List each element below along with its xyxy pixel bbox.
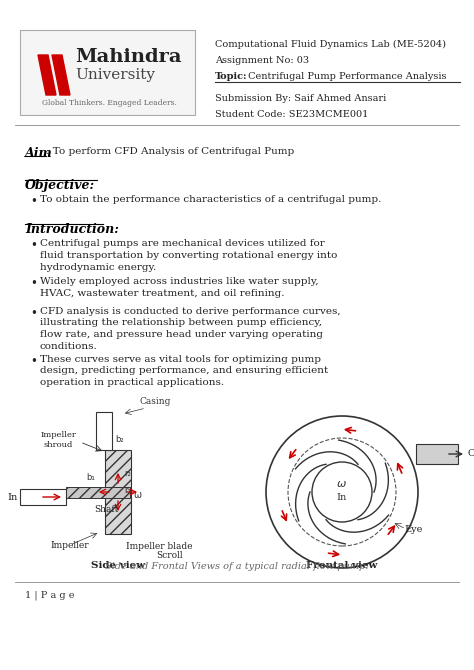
Polygon shape	[38, 55, 56, 95]
Bar	[20, 489, 66, 505]
Text: Side view: Side view	[91, 561, 145, 570]
Text: Submission By: Saif Ahmed Ansari: Submission By: Saif Ahmed Ansari	[215, 94, 386, 103]
Text: Objective:: Objective:	[25, 179, 95, 192]
Text: b₂: b₂	[115, 435, 124, 444]
Text: Student Code: SE23MCME001: Student Code: SE23MCME001	[215, 110, 368, 119]
Text: •: •	[30, 195, 37, 208]
Text: Assignment No: 03: Assignment No: 03	[215, 56, 309, 65]
Polygon shape	[52, 55, 70, 95]
Text: Eye: Eye	[404, 525, 422, 534]
Text: Computational Fluid Dynamics Lab (ME-5204): Computational Fluid Dynamics Lab (ME-520…	[215, 40, 446, 49]
Text: Global Thinkers. Engaged Leaders.: Global Thinkers. Engaged Leaders.	[42, 99, 177, 107]
Text: •: •	[30, 239, 37, 252]
Text: To obtain the performance characteristics of a centrifugal pump.: To obtain the performance characteristic…	[40, 195, 382, 204]
Bar	[416, 444, 458, 464]
Text: In: In	[8, 492, 18, 502]
Text: Impeller
shroud: Impeller shroud	[40, 431, 76, 449]
Text: r₂: r₂	[124, 469, 131, 478]
Text: : To perform CFD Analysis of Centrifugal Pump: : To perform CFD Analysis of Centrifugal…	[46, 147, 294, 156]
Text: CFD analysis is conducted to derive performance curves,
illustrating the relatio: CFD analysis is conducted to derive perf…	[40, 306, 341, 351]
Text: In: In	[337, 494, 347, 502]
FancyBboxPatch shape	[20, 30, 195, 115]
Text: Widely employed across industries like water supply,
HVAC, wastewater treatment,: Widely employed across industries like w…	[40, 277, 319, 298]
Text: •: •	[30, 354, 37, 368]
Text: University: University	[75, 68, 155, 82]
Text: Out: Out	[468, 450, 474, 458]
Bar	[105, 450, 131, 534]
Text: r₁: r₁	[124, 486, 131, 495]
Bar	[66, 487, 130, 498]
Text: •: •	[30, 277, 37, 291]
Text: Centrifugal pumps are mechanical devices utilized for
fluid transportation by co: Centrifugal pumps are mechanical devices…	[40, 239, 337, 271]
Text: ω: ω	[133, 490, 141, 500]
Text: Centrifugal Pump Performance Analysis: Centrifugal Pump Performance Analysis	[245, 72, 447, 81]
Text: Mahindra: Mahindra	[75, 48, 182, 66]
Text: Impeller: Impeller	[50, 541, 89, 550]
Text: 1 | P a g e: 1 | P a g e	[25, 590, 74, 600]
Bar	[96, 412, 112, 450]
Text: Shaft: Shaft	[94, 505, 118, 514]
Text: Frontal view: Frontal view	[306, 561, 378, 570]
Text: These curves serve as vital tools for optimizing pump
design, predicting perform: These curves serve as vital tools for op…	[40, 354, 328, 387]
Text: •: •	[30, 306, 37, 320]
Text: Casing: Casing	[140, 397, 172, 406]
Text: Scroll: Scroll	[156, 551, 182, 560]
Text: Aim: Aim	[25, 147, 53, 160]
Text: Topic:: Topic:	[215, 72, 247, 81]
Text: Introduction:: Introduction:	[25, 223, 119, 236]
Text: b₁: b₁	[86, 473, 95, 482]
Text: Impeller blade: Impeller blade	[126, 542, 192, 551]
Text: Side and Frontal Views of a typical radial flow pump.: Side and Frontal Views of a typical radi…	[105, 562, 369, 571]
Text: ω: ω	[337, 479, 346, 489]
